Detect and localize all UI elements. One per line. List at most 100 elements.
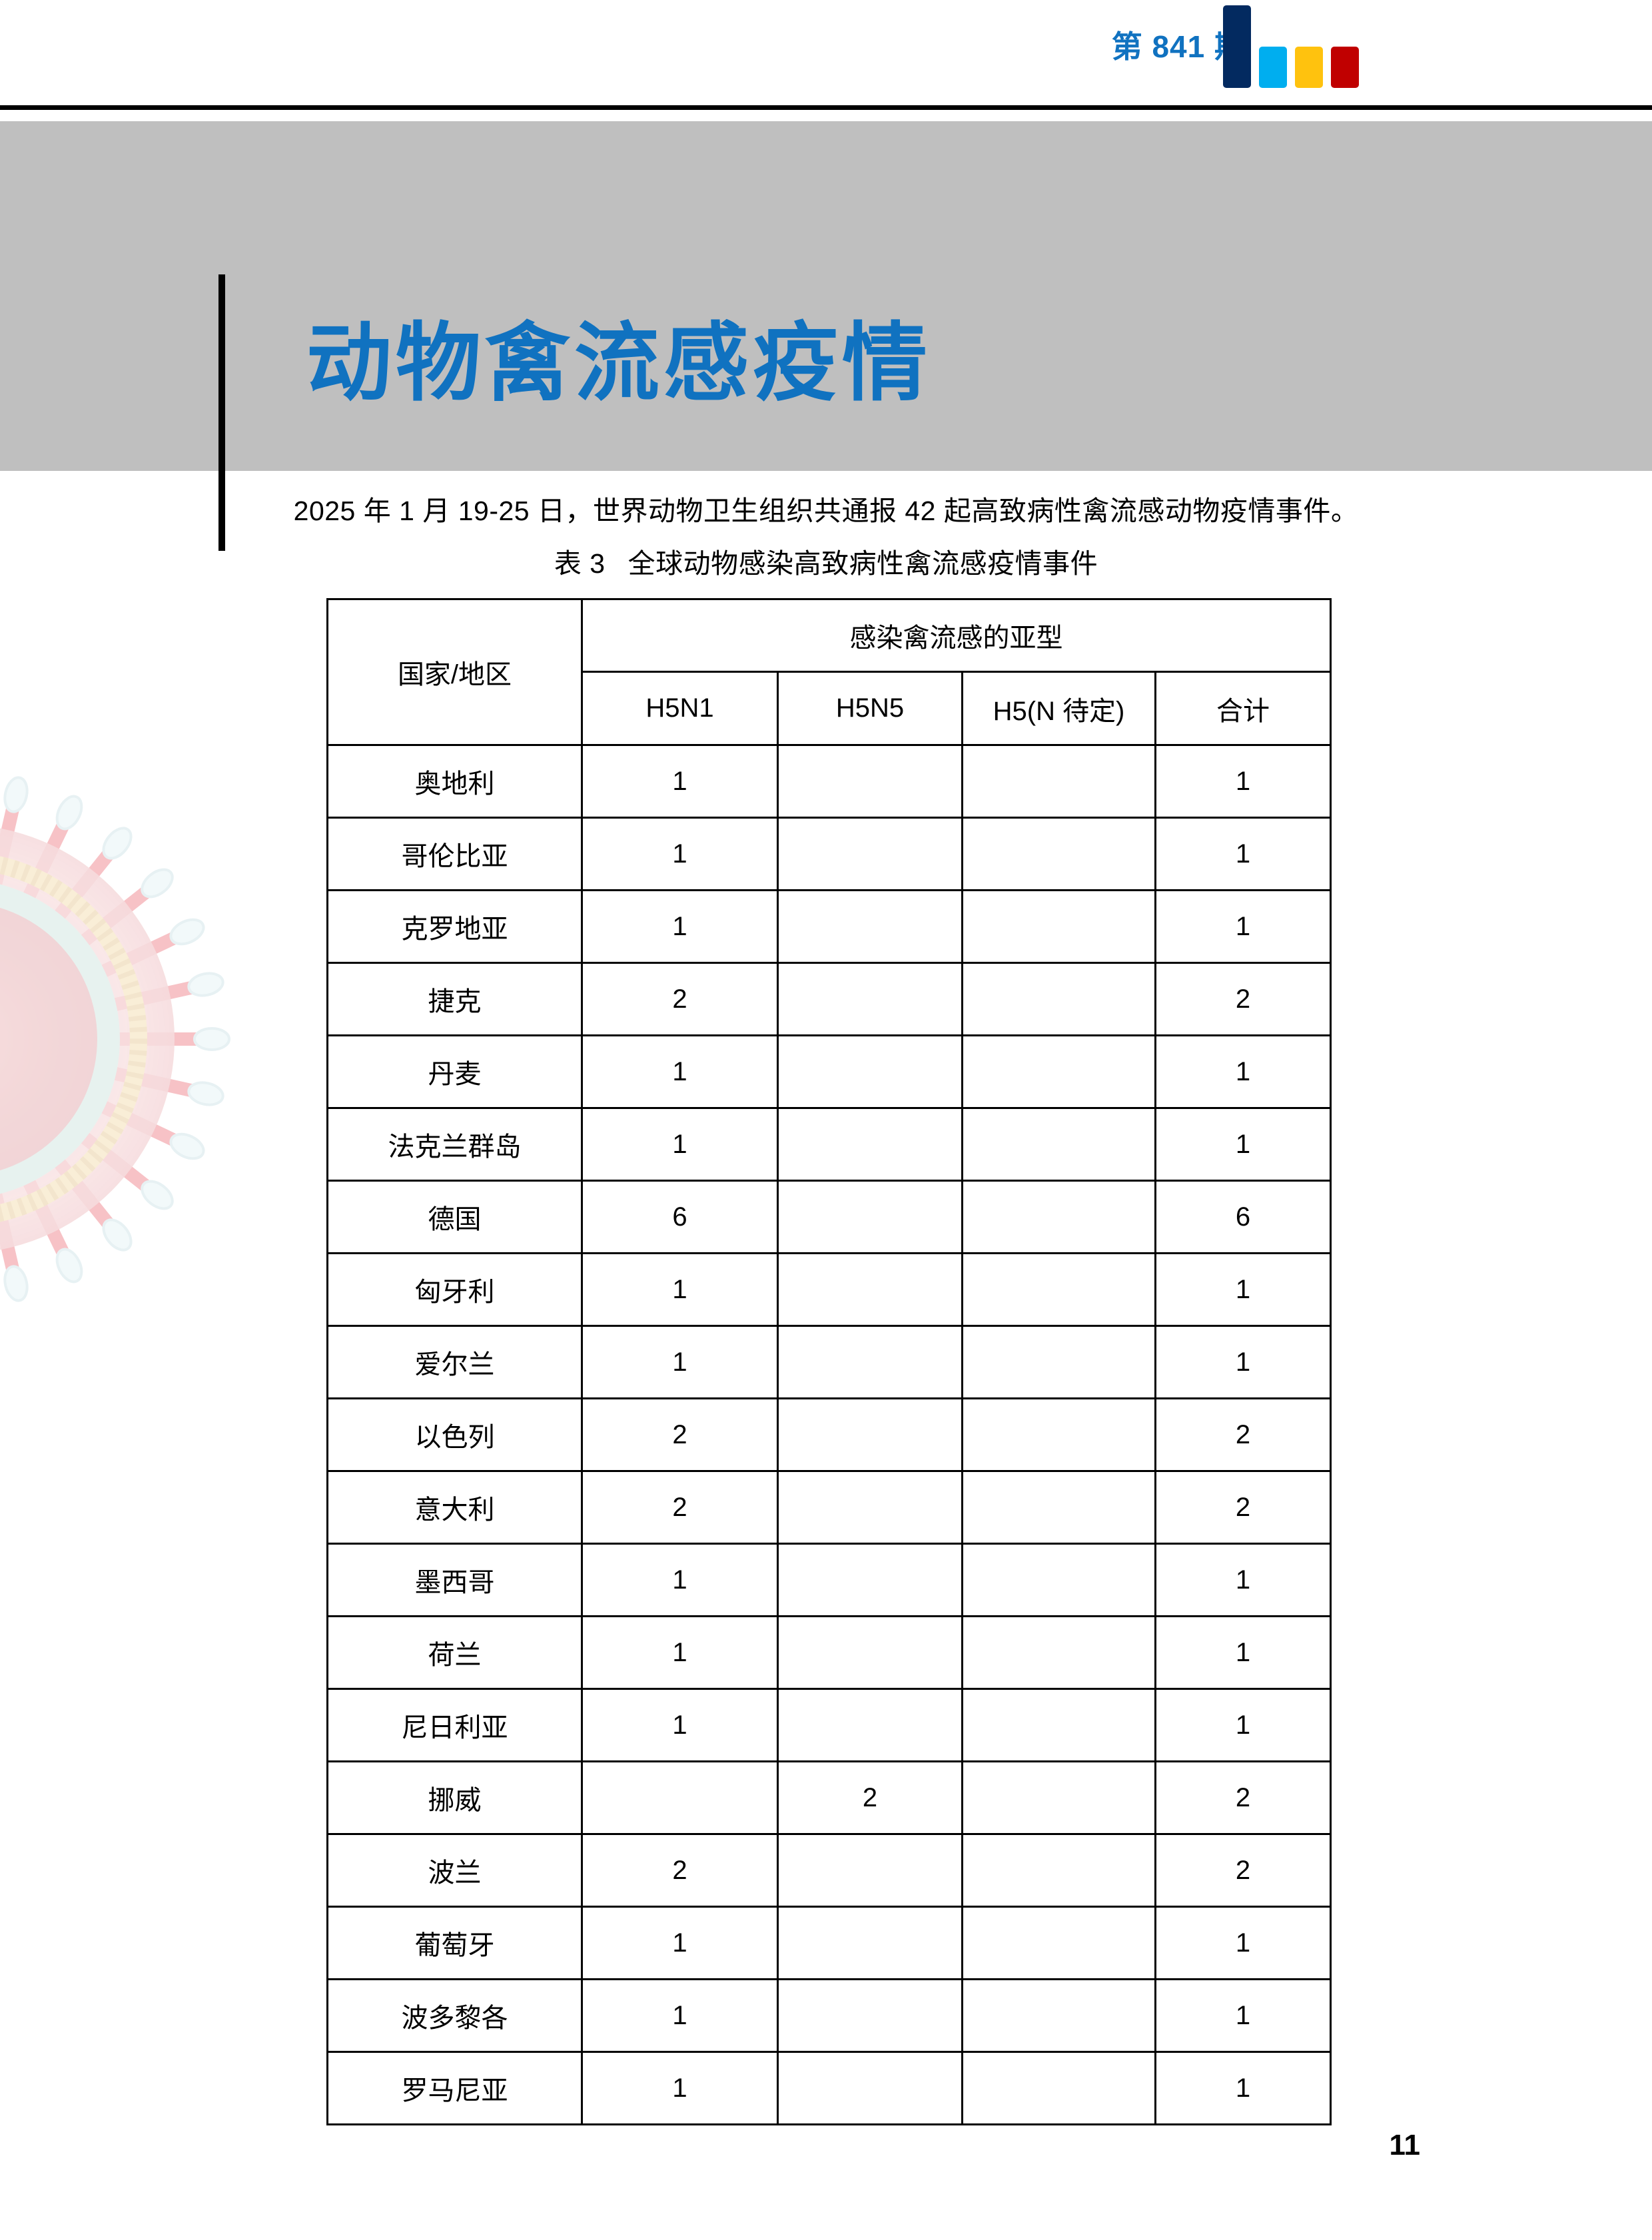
- table-row: 匈牙利 1 1: [326, 1252, 1332, 1327]
- table-row: 意大利 2 2: [326, 1470, 1332, 1545]
- cell-country: 葡萄牙: [326, 1906, 583, 1980]
- cell-country: 德国: [326, 1180, 583, 1254]
- title-accent-bar: [218, 274, 225, 551]
- cell-country: 法克兰群岛: [326, 1107, 583, 1182]
- cell-h5n5: [777, 744, 963, 819]
- cell-h5nx: [961, 1180, 1156, 1254]
- table-row: 荷兰 1 1: [326, 1615, 1332, 1690]
- cell-h5n5: [777, 1325, 963, 1399]
- cell-h5n5: [777, 1615, 963, 1690]
- cell-h5n1: 6: [581, 1180, 779, 1254]
- table-body: 奥地利 1 1 哥伦比亚 1 1 克罗地亚 1 1 捷克 2 2 丹麦 1 1 法克兰群岛 1 1 德国 6 6 匈牙利 1…: [326, 744, 1332, 2125]
- column-header-country: 国家/地区: [326, 598, 583, 746]
- table-row: 法克兰群岛 1 1: [326, 1107, 1332, 1182]
- cell-h5nx: [961, 744, 1156, 819]
- cell-total: 2: [1154, 1470, 1332, 1545]
- logo-bar-cyan-icon: [1259, 47, 1287, 88]
- cell-h5n1: 1: [581, 1978, 779, 2053]
- cell-h5nx: [961, 2051, 1156, 2125]
- cell-h5nx: [961, 1397, 1156, 1472]
- page-header: 第 841 期: [0, 0, 1652, 121]
- cell-h5n1: 1: [581, 744, 779, 819]
- cell-country: 奥地利: [326, 744, 583, 819]
- cell-h5n1: 1: [581, 1543, 779, 1617]
- cell-country: 荷兰: [326, 1615, 583, 1690]
- cell-total: 1: [1154, 1688, 1332, 1762]
- header-divider: [0, 105, 1652, 110]
- table-header: 国家/地区 感染禽流感的亚型 H5N1 H5N5 H5(N 待定) 合计: [326, 598, 1332, 746]
- cell-h5nx: [961, 1325, 1156, 1399]
- cell-h5n1: 2: [581, 1833, 779, 1908]
- cell-h5n5: [777, 1397, 963, 1472]
- cell-total: 2: [1154, 1760, 1332, 1835]
- table-row: 葡萄牙 1 1: [326, 1906, 1332, 1980]
- cell-country: 意大利: [326, 1470, 583, 1545]
- cell-h5n1: [581, 1760, 779, 1835]
- cell-total: 1: [1154, 889, 1332, 964]
- table-row: 克罗地亚 1 1: [326, 889, 1332, 964]
- intro-paragraph: 2025 年 1 月 19-25 日，世界动物卫生组织共通报 42 起高致病性禽…: [293, 496, 1359, 526]
- table-row: 挪威 2 2: [326, 1760, 1332, 1835]
- cell-h5n5: [777, 1470, 963, 1545]
- cell-h5n1: 1: [581, 1688, 779, 1762]
- cell-h5nx: [961, 1688, 1156, 1762]
- cell-h5n1: 1: [581, 1107, 779, 1182]
- cell-total: 1: [1154, 1107, 1332, 1182]
- cell-country: 波多黎各: [326, 1978, 583, 2053]
- logo-bars: [1223, 5, 1359, 88]
- table-row: 爱尔兰 1 1: [326, 1325, 1332, 1399]
- cell-h5n1: 1: [581, 1252, 779, 1327]
- cell-total: 1: [1154, 1978, 1332, 2053]
- cell-h5nx: [961, 962, 1156, 1036]
- cell-h5n1: 1: [581, 1615, 779, 1690]
- column-header-h5n1: H5N1: [581, 671, 779, 746]
- column-header-total: 合计: [1154, 671, 1332, 746]
- cell-h5n5: [777, 962, 963, 1036]
- table-row: 罗马尼亚 1 1: [326, 2051, 1332, 2125]
- avian-influenza-table-container: 国家/地区 感染禽流感的亚型 H5N1 H5N5 H5(N 待定) 合计 奥地利…: [326, 598, 1332, 2125]
- cell-h5nx: [961, 1543, 1156, 1617]
- title-banner: 动物禽流感疫情: [0, 121, 1652, 551]
- cell-h5n1: 2: [581, 1470, 779, 1545]
- cell-h5nx: [961, 1034, 1156, 1109]
- cell-total: 1: [1154, 1615, 1332, 1690]
- cell-h5n5: [777, 1252, 963, 1327]
- cell-h5nx: [961, 1615, 1156, 1690]
- cell-country: 捷克: [326, 962, 583, 1036]
- column-header-subtype-group: 感染禽流感的亚型: [581, 598, 1332, 673]
- table-row: 波多黎各 1 1: [326, 1978, 1332, 2053]
- cell-total: 1: [1154, 1252, 1332, 1327]
- cell-total: 1: [1154, 744, 1332, 819]
- cell-h5nx: [961, 1470, 1156, 1545]
- logo-bar-gold-icon: [1295, 47, 1323, 88]
- cell-h5nx: [961, 889, 1156, 964]
- table-caption-number: 表 3: [554, 548, 606, 579]
- cell-h5nx: [961, 1906, 1156, 1980]
- table-header-row-2: H5N1 H5N5 H5(N 待定) 合计: [328, 671, 1332, 746]
- cell-country: 哥伦比亚: [326, 817, 583, 891]
- cell-h5n5: 2: [777, 1760, 963, 1835]
- cell-h5n5: [777, 1906, 963, 1980]
- table-row: 丹麦 1 1: [326, 1034, 1332, 1109]
- cell-h5n1: 1: [581, 1034, 779, 1109]
- cell-total: 2: [1154, 1397, 1332, 1472]
- table-row: 哥伦比亚 1 1: [326, 817, 1332, 891]
- cell-country: 罗马尼亚: [326, 2051, 583, 2125]
- table-row: 捷克 2 2: [326, 962, 1332, 1036]
- table-row: 德国 6 6: [326, 1180, 1332, 1254]
- cell-h5n1: 1: [581, 817, 779, 891]
- cell-h5n1: 1: [581, 2051, 779, 2125]
- table-caption-text: 全球动物感染高致病性禽流感疫情事件: [627, 548, 1098, 579]
- table-row: 墨西哥 1 1: [326, 1543, 1332, 1617]
- cell-total: 2: [1154, 1833, 1332, 1908]
- cell-country: 波兰: [326, 1833, 583, 1908]
- cell-country: 匈牙利: [326, 1252, 583, 1327]
- table-row: 奥地利 1 1: [326, 744, 1332, 819]
- cell-total: 1: [1154, 817, 1332, 891]
- cell-country: 以色列: [326, 1397, 583, 1472]
- cell-country: 丹麦: [326, 1034, 583, 1109]
- logo-bar-red-icon: [1331, 47, 1359, 88]
- cell-h5n1: 2: [581, 1397, 779, 1472]
- cell-h5n1: 1: [581, 1906, 779, 1980]
